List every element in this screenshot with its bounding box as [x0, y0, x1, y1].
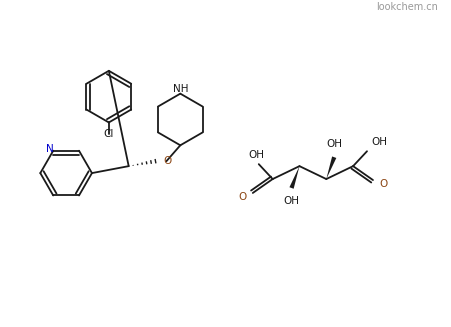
Polygon shape [326, 156, 336, 179]
Text: O: O [378, 179, 387, 189]
Text: N: N [46, 144, 54, 154]
Text: OH: OH [248, 150, 264, 160]
Polygon shape [289, 166, 299, 189]
Text: NH: NH [172, 84, 188, 94]
Text: OH: OH [370, 137, 386, 147]
Text: lookchem.cn: lookchem.cn [376, 2, 437, 12]
Text: OH: OH [283, 196, 299, 206]
Text: OH: OH [326, 139, 341, 149]
Text: O: O [163, 156, 171, 166]
Text: Cl: Cl [103, 129, 114, 139]
Text: O: O [238, 192, 246, 202]
